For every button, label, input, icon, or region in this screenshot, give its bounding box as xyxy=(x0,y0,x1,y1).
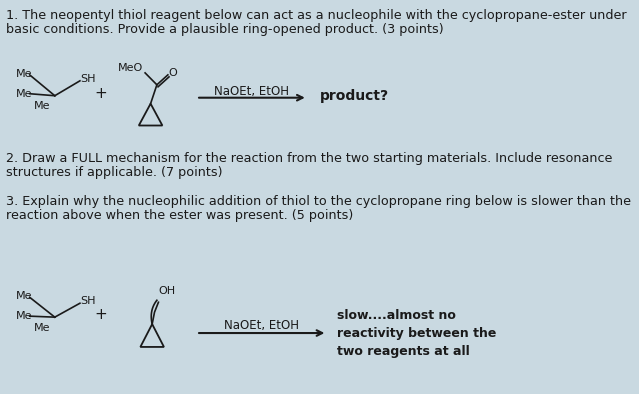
Text: basic conditions. Provide a plausible ring-opened product. (3 points): basic conditions. Provide a plausible ri… xyxy=(6,23,443,36)
Text: +: + xyxy=(94,307,107,322)
Text: SH: SH xyxy=(81,74,96,84)
Text: 2. Draw a FULL mechanism for the reaction from the two starting materials. Inclu: 2. Draw a FULL mechanism for the reactio… xyxy=(6,152,612,165)
Text: +: + xyxy=(94,86,107,101)
Text: slow....almost no
reactivity between the
two reagents at all: slow....almost no reactivity between the… xyxy=(337,309,497,358)
Text: Me: Me xyxy=(15,311,32,321)
Text: Me: Me xyxy=(15,291,32,301)
Text: NaOEt, EtOH: NaOEt, EtOH xyxy=(224,319,299,332)
Text: 1. The neopentyl thiol reagent below can act as a nucleophile with the cycloprop: 1. The neopentyl thiol reagent below can… xyxy=(6,9,627,22)
Text: MeO: MeO xyxy=(118,63,143,73)
Text: product?: product? xyxy=(320,89,389,103)
Text: Me: Me xyxy=(35,323,51,333)
Text: SH: SH xyxy=(81,296,96,306)
Text: O: O xyxy=(169,68,178,78)
Text: NaOEt, EtOH: NaOEt, EtOH xyxy=(215,85,289,98)
Text: reaction above when the ester was present. (5 points): reaction above when the ester was presen… xyxy=(6,209,353,222)
Text: 3. Explain why the nucleophilic addition of thiol to the cyclopropane ring below: 3. Explain why the nucleophilic addition… xyxy=(6,195,631,208)
Text: Me: Me xyxy=(15,89,32,99)
Text: structures if applicable. (7 points): structures if applicable. (7 points) xyxy=(6,166,222,179)
Text: OH: OH xyxy=(158,286,176,296)
Text: Me: Me xyxy=(35,101,51,111)
Text: Me: Me xyxy=(15,69,32,79)
